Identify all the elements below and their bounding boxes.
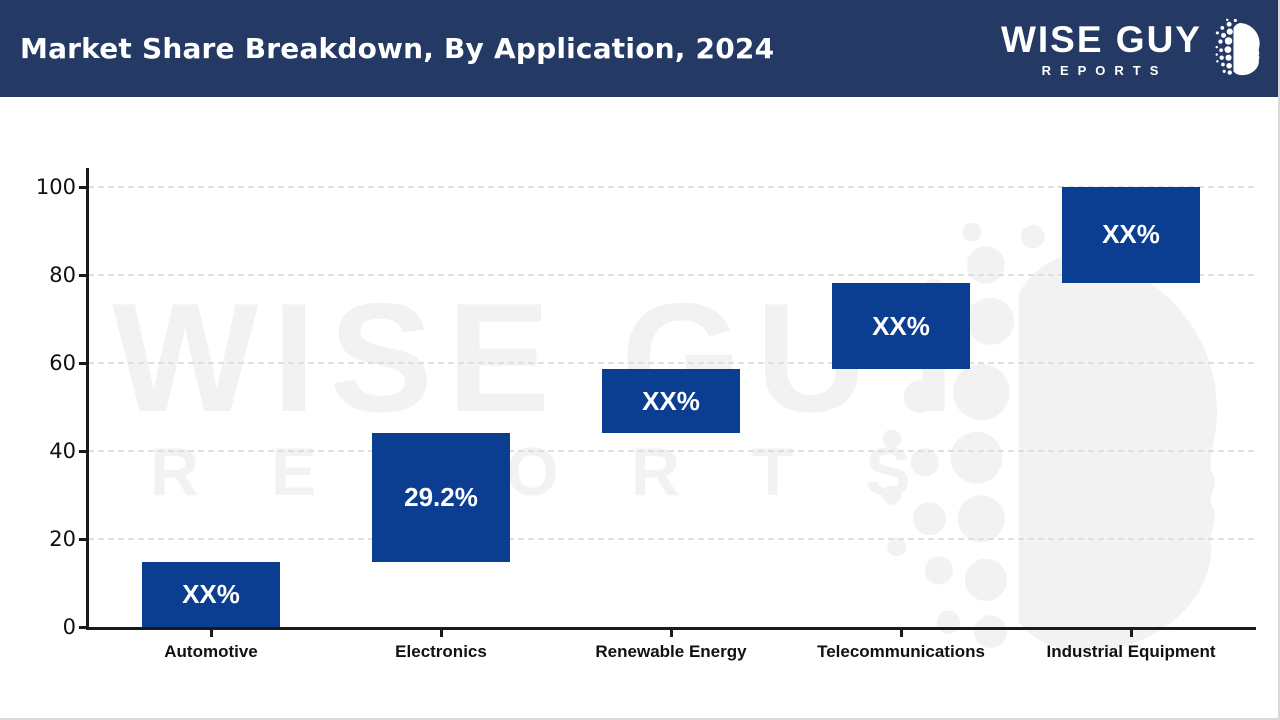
bar-automotive: XX% bbox=[142, 561, 280, 627]
bar-renewable-energy: XX% bbox=[602, 369, 740, 434]
y-tick-60 bbox=[79, 362, 87, 365]
x-tick-4 bbox=[1130, 629, 1133, 637]
x-tick-label-1: Electronics bbox=[395, 642, 487, 661]
logo-wordmark-main: WISE GUY bbox=[1000, 18, 1202, 60]
x-tick-1 bbox=[440, 629, 443, 637]
y-tick-label-0: 0 bbox=[62, 615, 76, 639]
y-tick-0 bbox=[79, 626, 87, 629]
gridline-80 bbox=[88, 274, 1254, 276]
y-tick-label-80: 80 bbox=[49, 263, 76, 287]
header: Market Share Breakdown, By Application, … bbox=[0, 0, 1278, 97]
y-tick-20 bbox=[79, 538, 87, 541]
y-tick-label-100: 100 bbox=[35, 175, 76, 199]
x-axis-line bbox=[86, 627, 1256, 630]
watermark-wordmark-sub: REPORTS bbox=[150, 434, 983, 510]
x-tick-label-3: Telecommunications bbox=[817, 642, 985, 661]
bar-value-label: 29.2% bbox=[404, 482, 478, 513]
y-tick-label-60: 60 bbox=[49, 351, 76, 375]
x-tick-label-4: Industrial Equipment bbox=[1046, 642, 1216, 661]
logo-wordmark: WISE GUY REPORTS bbox=[1001, 21, 1202, 77]
y-tick-40 bbox=[79, 450, 87, 453]
gridline-20 bbox=[88, 538, 1254, 540]
x-tick-3 bbox=[900, 629, 903, 637]
brand-logo: WISE GUY REPORTS bbox=[1001, 9, 1262, 89]
x-tick-0 bbox=[210, 629, 213, 637]
gridline-60 bbox=[88, 362, 1254, 364]
logo-head-icon bbox=[1215, 18, 1260, 75]
bar-value-label: XX% bbox=[872, 310, 930, 341]
bar-industrial-equipment: XX% bbox=[1062, 187, 1200, 283]
x-tick-2 bbox=[670, 629, 673, 637]
x-tick-label-0: Automotive bbox=[164, 642, 258, 661]
bar-telecommunications: XX% bbox=[832, 282, 970, 370]
bar-electronics: 29.2% bbox=[372, 433, 510, 562]
y-tick-80 bbox=[79, 274, 87, 277]
gridline-40 bbox=[88, 450, 1254, 452]
bar-value-label: XX% bbox=[642, 385, 700, 416]
y-axis-line bbox=[86, 168, 89, 629]
bar-value-label: XX% bbox=[1102, 219, 1160, 250]
gridline-100 bbox=[88, 186, 1254, 188]
page-title: Market Share Breakdown, By Application, … bbox=[20, 32, 775, 65]
y-tick-label-20: 20 bbox=[49, 527, 76, 551]
bar-value-label: XX% bbox=[182, 578, 240, 609]
y-tick-100 bbox=[79, 186, 87, 189]
y-tick-label-40: 40 bbox=[49, 439, 76, 463]
logo-wordmark-sub: REPORTS bbox=[1041, 62, 1168, 78]
x-tick-label-2: Renewable Energy bbox=[595, 642, 747, 661]
